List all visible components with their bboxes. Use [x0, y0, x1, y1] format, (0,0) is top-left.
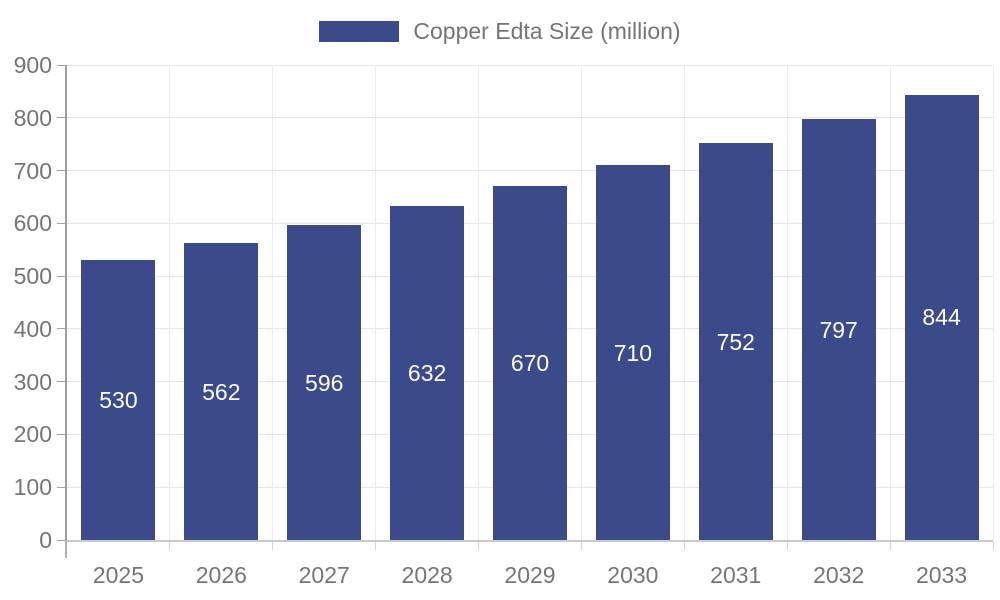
legend-swatch — [319, 20, 400, 42]
x-tick-label: 2031 — [710, 562, 762, 588]
bar-2025[interactable] — [81, 260, 156, 540]
x-tick — [580, 542, 582, 550]
x-tick — [786, 542, 788, 550]
bar-value-label: 670 — [510, 350, 550, 377]
x-tick-label: 2029 — [504, 562, 556, 588]
v-gridline — [375, 65, 377, 540]
bar-value-label: 632 — [407, 360, 447, 387]
plot-area: 0 100 200 300 400 500 600 700 800 900 530 2025 562 20… — [14, 52, 994, 588]
h-gridline — [67, 170, 993, 172]
x-tick-label: 2026 — [195, 562, 247, 588]
x-tick-label: 2028 — [401, 562, 453, 588]
bar-2030[interactable] — [595, 165, 670, 540]
x-tick — [889, 542, 891, 550]
bar-2027[interactable] — [287, 225, 362, 540]
y-tick — [57, 170, 65, 172]
y-tick-label: 400 — [13, 315, 52, 342]
y-tick-label: 0 — [39, 527, 52, 553]
y-tick — [57, 381, 65, 383]
bar-value-label: 530 — [99, 387, 138, 414]
bar-value-label: 752 — [716, 328, 755, 355]
y-axis-extension — [65, 540, 67, 558]
y-tick — [57, 486, 65, 488]
y-tick-label: 100 — [13, 474, 52, 501]
bar-2032[interactable] — [801, 119, 876, 540]
x-tick — [272, 542, 274, 550]
y-tick-label: 500 — [13, 263, 52, 290]
x-tick — [478, 542, 480, 550]
x-tick-label: 2025 — [92, 562, 145, 588]
y-tick-label: 200 — [13, 421, 52, 448]
y-tick-label: 700 — [13, 157, 52, 184]
v-gridline — [683, 65, 685, 540]
y-tick-label: 300 — [13, 368, 52, 395]
y-tick — [57, 117, 65, 119]
legend-label: Copper Edta Size (million) — [413, 18, 681, 44]
v-gridline — [992, 65, 994, 540]
bar-value-label: 797 — [819, 316, 858, 343]
y-tick-label: 900 — [13, 52, 52, 78]
x-tick-label: 2027 — [298, 562, 350, 588]
y-tick — [57, 222, 65, 224]
y-tick — [57, 433, 65, 435]
x-tick — [992, 542, 994, 550]
y-tick — [57, 275, 65, 277]
v-gridline — [272, 65, 274, 540]
x-tick — [169, 542, 171, 550]
bar-value-label: 710 — [613, 339, 653, 366]
bar-2026[interactable] — [184, 243, 259, 540]
v-gridline — [786, 65, 788, 540]
y-tick-label: 600 — [13, 210, 52, 237]
v-gridline — [580, 65, 582, 540]
bar-value-label: 562 — [202, 378, 241, 405]
x-tick-label: 2032 — [813, 562, 865, 588]
bar-2029[interactable] — [493, 186, 567, 540]
y-tick-label: 800 — [13, 104, 52, 131]
x-tick — [375, 542, 377, 550]
v-gridline — [889, 65, 891, 540]
y-tick — [57, 328, 65, 330]
x-tick-label: 2030 — [607, 562, 659, 588]
x-tick — [683, 542, 685, 550]
v-gridline — [478, 65, 480, 540]
legend-item[interactable]: Copper Edta Size (million) — [0, 18, 1000, 44]
bar-value-label: 844 — [922, 304, 961, 331]
y-tick — [57, 539, 65, 541]
v-gridline — [169, 65, 171, 540]
h-gridline — [67, 117, 993, 119]
x-tick-label: 2033 — [915, 562, 968, 588]
y-tick — [57, 64, 65, 66]
bar-2028[interactable] — [390, 206, 465, 540]
bar-2031[interactable] — [698, 143, 773, 540]
bar-2033[interactable] — [904, 94, 979, 540]
bar-value-label: 596 — [305, 369, 344, 396]
h-gridline — [67, 64, 993, 66]
